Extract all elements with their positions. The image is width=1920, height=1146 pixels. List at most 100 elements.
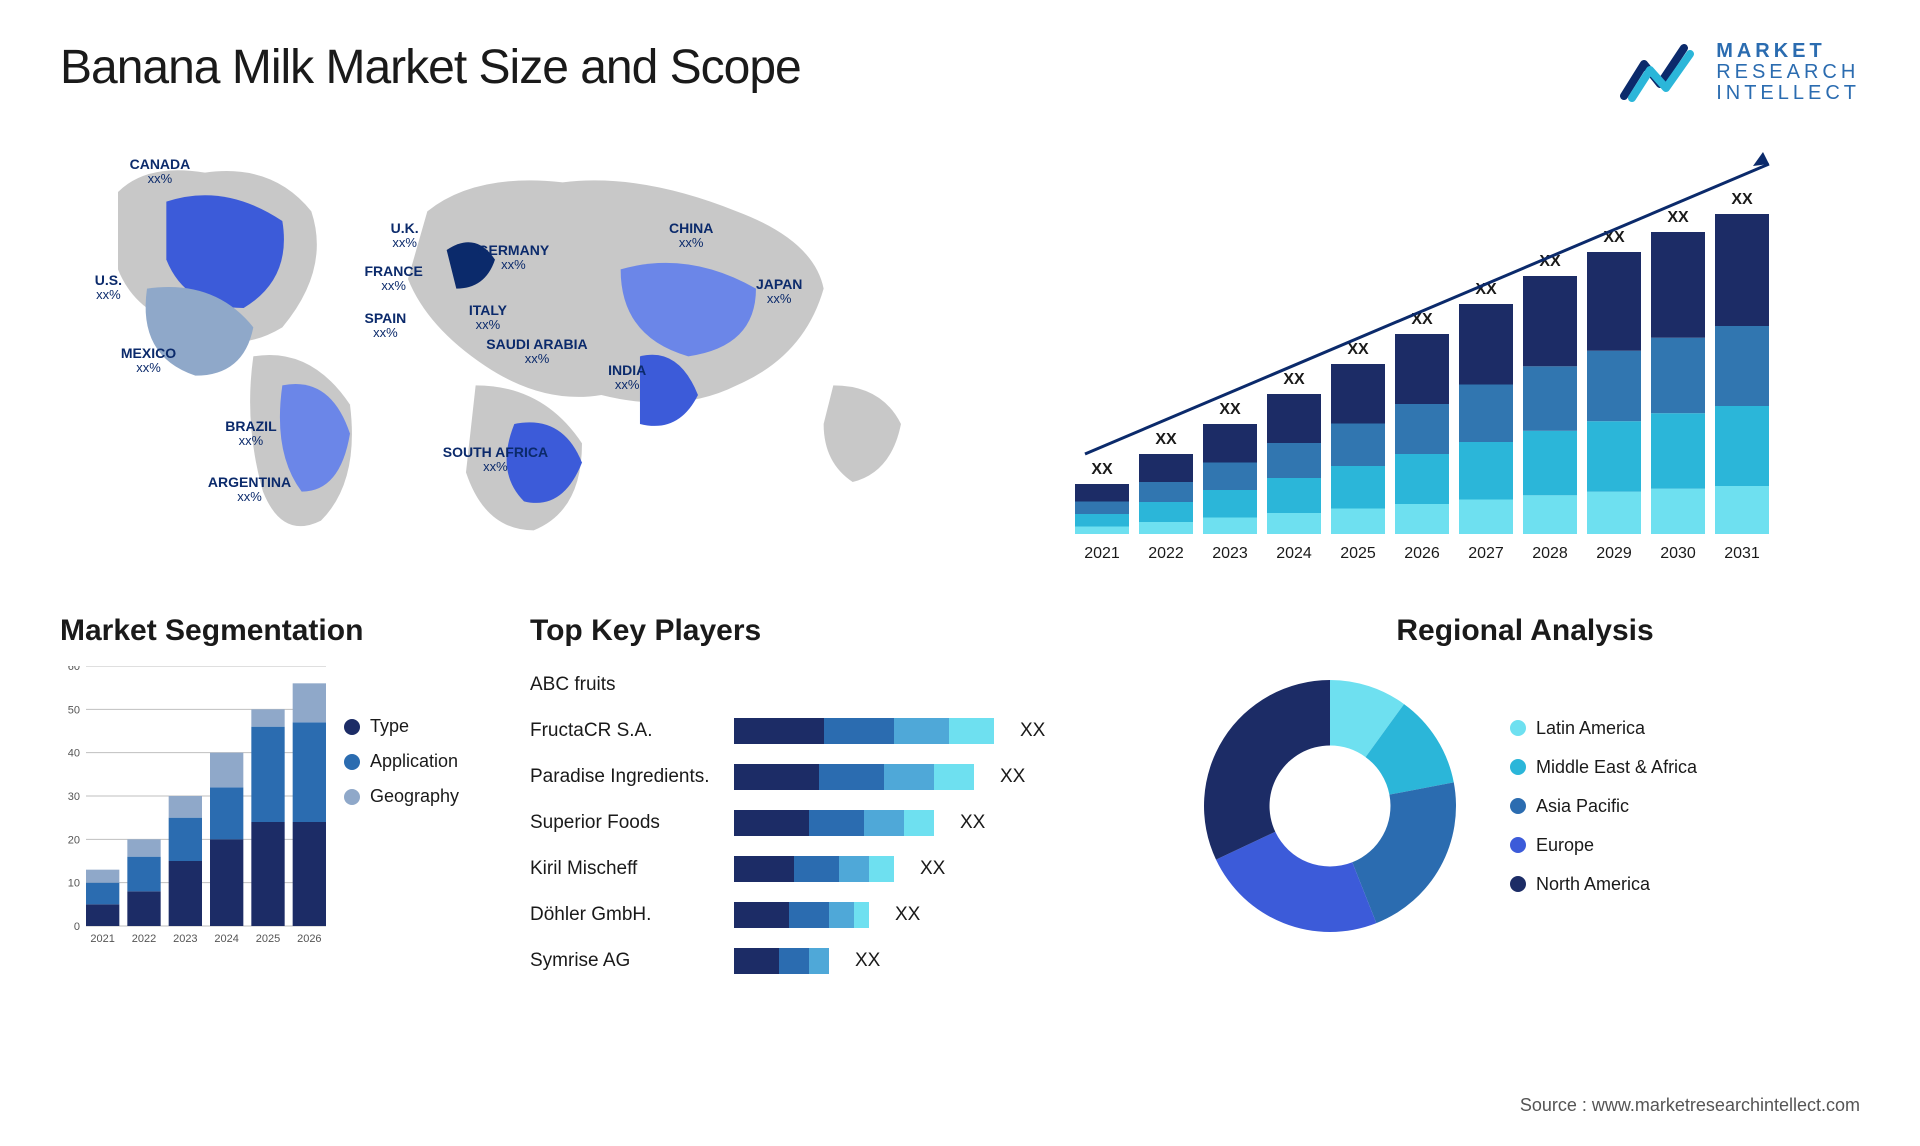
player-bar-seg [854,902,869,928]
svg-text:2029: 2029 [1596,545,1632,562]
player-bar [734,810,934,836]
legend-item: North America [1510,874,1697,895]
player-name: ABC fruits [530,674,720,696]
svg-text:2028: 2028 [1532,545,1568,562]
player-row: Symrise AGXX [530,942,1150,980]
legend-item: Europe [1510,835,1697,856]
player-bar [734,902,869,928]
source-label: Source : www.marketresearchintellect.com [1520,1095,1860,1116]
player-bar-seg [829,902,854,928]
svg-text:2021: 2021 [1084,545,1120,562]
legend-label: North America [1536,874,1650,895]
svg-text:XX: XX [1731,191,1753,208]
map-label: SAUDI ARABIAxx% [486,336,587,367]
player-bar-seg [734,718,824,744]
player-bar-seg [809,810,864,836]
svg-text:0: 0 [74,921,80,933]
growth-chart-panel: XX2021XX2022XX2023XX2024XX2025XX2026XX20… [990,134,1860,564]
svg-text:2026: 2026 [297,933,321,945]
legend-item: Middle East & Africa [1510,757,1697,778]
player-value: XX [1020,720,1045,742]
svg-text:40: 40 [68,748,80,760]
map-label: SOUTH AFRICAxx% [443,444,548,475]
map-label: U.K.xx% [391,220,419,251]
legend-label: Middle East & Africa [1536,757,1697,778]
legend-item: Geography [344,786,459,807]
segmentation-title: Market Segmentation [60,614,490,648]
svg-text:XX: XX [1667,209,1689,226]
player-row: Superior Foods XX [530,804,1150,842]
legend-swatch [1510,798,1526,814]
player-bar-seg [934,764,974,790]
map-label: SPAINxx% [365,310,407,341]
players-list: ABC fruits FructaCR S.A. XX Paradise Ingred… [530,666,1150,980]
map-label: BRAZILxx% [225,418,276,449]
svg-text:2025: 2025 [1340,545,1376,562]
player-bar [734,764,974,790]
player-name: Superior Foods [530,812,720,834]
legend-swatch [1510,876,1526,892]
svg-text:60: 60 [68,666,80,673]
donut-svg [1190,666,1470,946]
player-bar-seg [869,856,894,882]
growth-chart-svg: XX2021XX2022XX2023XX2024XX2025XX2026XX20… [990,134,1860,564]
players-title: Top Key Players [530,614,1150,648]
segmentation-panel: Market Segmentation 01020304050602021202… [60,614,490,956]
player-name: FructaCR S.A. [530,720,720,742]
player-row: Döhler GmbH.XX [530,896,1150,934]
player-value: XX [1000,766,1025,788]
svg-text:2025: 2025 [256,933,280,945]
legend-swatch [1510,759,1526,775]
svg-text:2024: 2024 [214,933,238,945]
player-bar-seg [839,856,869,882]
svg-text:50: 50 [68,704,80,716]
regional-donut [1190,666,1470,946]
map-label: ITALYxx% [469,302,507,333]
player-bar-seg [824,718,894,744]
legend-item: Application [344,751,459,772]
player-name: Paradise Ingredients. [530,766,720,788]
svg-text:2024: 2024 [1276,545,1312,562]
svg-text:2021: 2021 [90,933,114,945]
logo-text-1: MARKET [1716,41,1860,62]
svg-text:XX: XX [1155,431,1177,448]
world-map-panel: CANADAxx% U.S.xx% MEXICOxx% BRAZILxx% ARGENT… [60,134,930,564]
player-bar [734,948,829,974]
legend-label: Geography [370,786,459,807]
player-bar-seg [894,718,949,744]
logo-text-2: RESEARCH [1716,62,1860,83]
player-value: XX [855,950,880,972]
svg-text:2027: 2027 [1468,545,1504,562]
player-bar-seg [789,902,829,928]
svg-text:2022: 2022 [1148,545,1184,562]
player-name: Kiril Mischeff [530,858,720,880]
player-bar-seg [779,948,809,974]
map-label: U.S.xx% [95,272,122,303]
svg-text:2023: 2023 [173,933,197,945]
player-row: Kiril MischeffXX [530,850,1150,888]
player-name: Döhler GmbH. [530,904,720,926]
regional-panel: Regional Analysis Latin AmericaMiddle Ea… [1190,614,1860,946]
map-label: JAPANxx% [756,276,802,307]
player-bar-seg [884,764,934,790]
player-bar-seg [949,718,994,744]
player-bar-seg [904,810,934,836]
map-label: MEXICOxx% [121,345,176,376]
player-row: FructaCR S.A. XX [530,712,1150,750]
map-label: CANADAxx% [130,156,191,187]
map-label: ARGENTINAxx% [208,474,291,505]
svg-text:2031: 2031 [1724,545,1760,562]
player-bar-seg [734,902,789,928]
svg-text:10: 10 [68,878,80,890]
svg-text:XX: XX [1091,461,1113,478]
player-value: XX [960,812,985,834]
legend-label: Asia Pacific [1536,796,1629,817]
regional-legend: Latin AmericaMiddle East & AfricaAsia Pa… [1510,718,1697,895]
player-bar-seg [819,764,884,790]
logo-text-3: INTELLECT [1716,83,1860,104]
map-label: INDIAxx% [608,362,646,393]
legend-swatch [344,789,360,805]
legend-swatch [1510,720,1526,736]
player-bar-seg [734,948,779,974]
svg-text:20: 20 [68,834,80,846]
